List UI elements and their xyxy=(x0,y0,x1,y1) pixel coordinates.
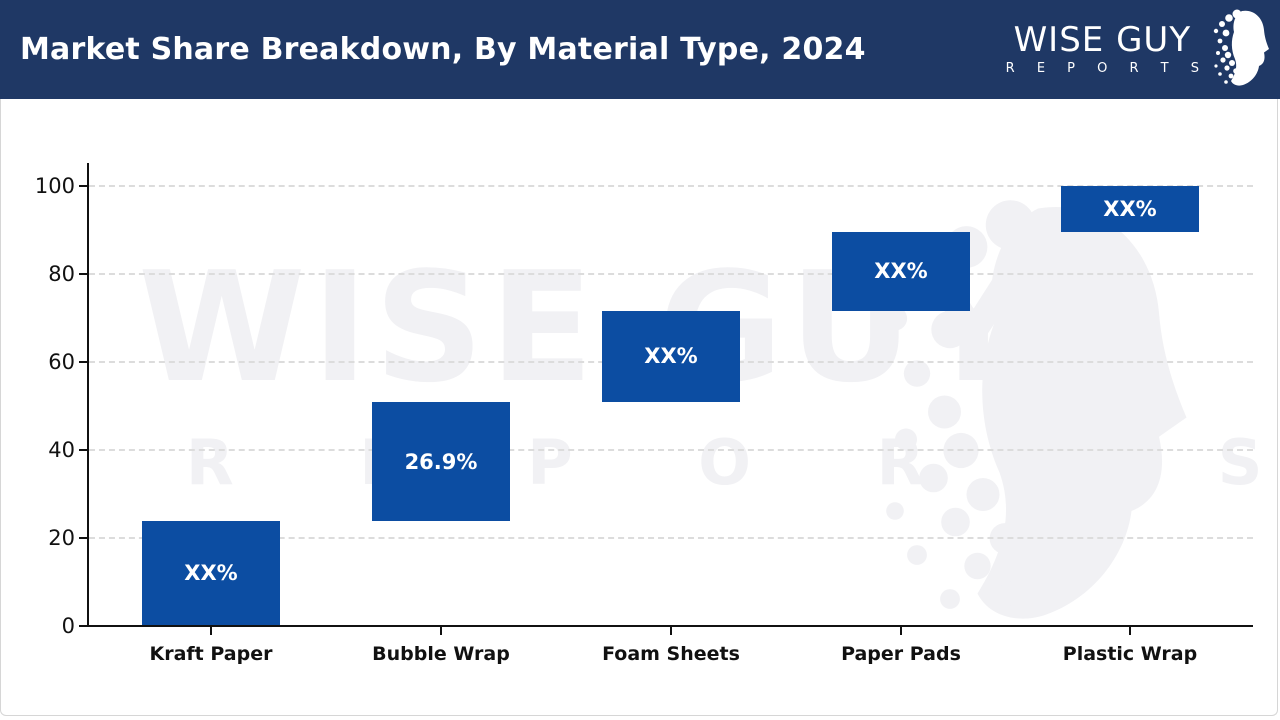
y-axis-tick-label: 60 xyxy=(48,350,75,374)
x-axis-category-label: Foam Sheets xyxy=(602,643,740,665)
x-axis-tick xyxy=(210,627,212,635)
y-axis-tick-label: 20 xyxy=(48,526,75,550)
bar-value-label: XX% xyxy=(874,259,928,284)
gridline xyxy=(89,273,1253,275)
y-axis-tick-label: 100 xyxy=(34,174,75,198)
y-axis-tick xyxy=(79,625,87,627)
bar-segment: XX% xyxy=(1061,186,1199,233)
face-profile-icon xyxy=(1210,8,1270,92)
y-axis-tick xyxy=(79,537,87,539)
bar-segment: 26.9% xyxy=(372,402,510,521)
x-axis-spine xyxy=(87,625,1253,627)
y-axis-tick-label: 0 xyxy=(61,614,75,638)
gridline xyxy=(89,185,1253,187)
watermark-face-graphic xyxy=(862,192,1192,636)
x-axis-category-label: Paper Pads xyxy=(841,643,961,665)
bar-segment: XX% xyxy=(602,310,740,403)
bar-value-label: XX% xyxy=(1103,197,1157,222)
bar-segment: XX% xyxy=(142,520,280,626)
bar-segment: XX% xyxy=(832,232,970,311)
gridline xyxy=(89,449,1253,451)
x-axis-tick xyxy=(1129,627,1131,635)
logo-text: WISE GUY R E P O R T S xyxy=(997,23,1208,76)
bar-value-label: 26.9% xyxy=(404,449,478,474)
x-axis-tick xyxy=(440,627,442,635)
y-axis-tick-label: 40 xyxy=(48,438,75,462)
page-title: Market Share Breakdown, By Material Type… xyxy=(20,32,866,67)
y-axis-tick-label: 80 xyxy=(48,262,75,286)
x-axis-category-label: Kraft Paper xyxy=(149,643,273,665)
y-axis-tick xyxy=(79,449,87,451)
x-axis-tick xyxy=(670,627,672,635)
bar-value-label: XX% xyxy=(644,344,698,369)
bar-value-label: XX% xyxy=(184,561,238,586)
brand-subtitle: R E P O R T S xyxy=(1005,61,1208,76)
y-axis-spine xyxy=(87,163,89,627)
x-axis-category-label: Plastic Wrap xyxy=(1062,643,1198,665)
x-axis-category-label: Bubble Wrap xyxy=(372,643,510,665)
y-axis-tick xyxy=(79,361,87,363)
x-axis-tick xyxy=(900,627,902,635)
y-axis-tick xyxy=(79,185,87,187)
gridline xyxy=(89,537,1253,539)
brand-name: WISE GUY xyxy=(1013,20,1192,60)
y-axis-tick xyxy=(79,273,87,275)
header: Market Share Breakdown, By Material Type… xyxy=(0,0,1280,99)
logo: WISE GUY R E P O R T S xyxy=(997,8,1270,92)
